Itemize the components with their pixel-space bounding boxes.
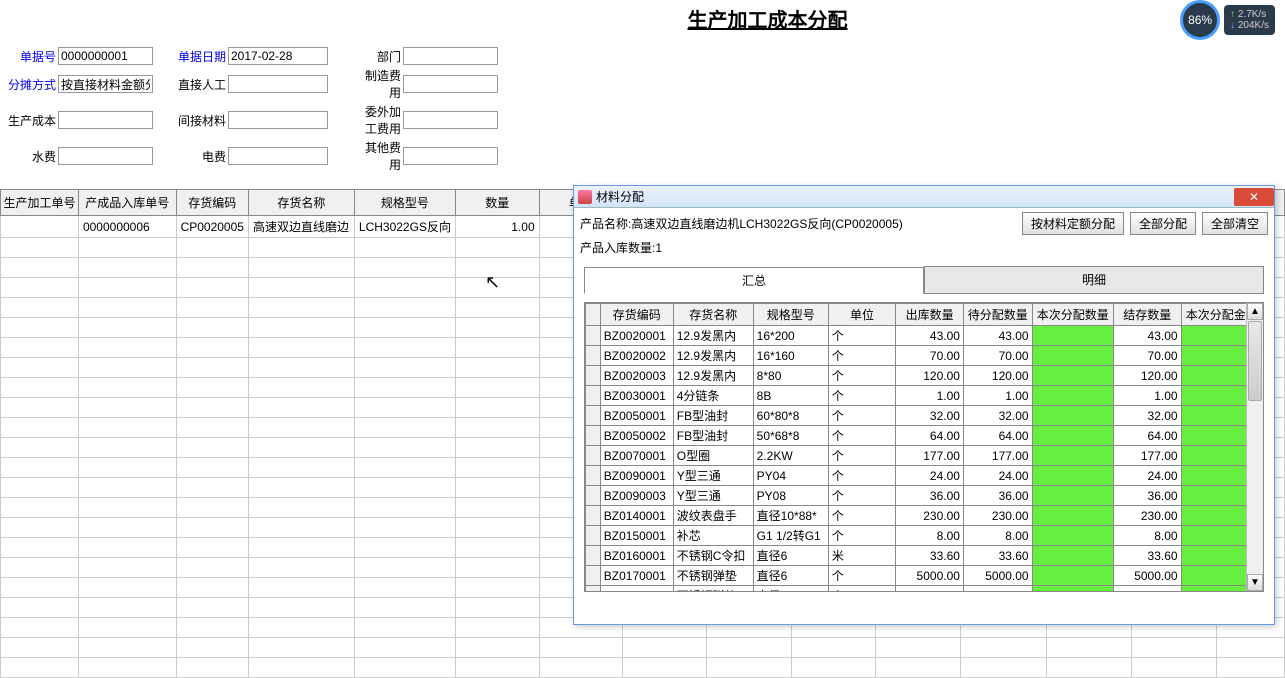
column-header[interactable]: 存货名称 [248,190,354,216]
outsrc-cost-input[interactable] [403,111,498,129]
water-input[interactable] [58,147,153,165]
table-row[interactable]: BZ0170003不锈钢弹垫直径10个1500.001500.001500.00 [586,586,1263,593]
product-qty-label: 产品入库数量:1 [580,239,1268,256]
direct-labor-input[interactable] [228,75,328,93]
label-outsrc-cost: 委外加工费用 [358,103,403,137]
scroll-thumb[interactable] [1248,321,1262,401]
dialog-icon [578,190,592,204]
speed-up: 2.7K/s [1230,9,1269,20]
scroll-up-icon[interactable]: ▲ [1247,303,1263,320]
table-row[interactable] [1,658,1285,678]
column-header[interactable]: 存货编码 [600,304,673,326]
column-header[interactable]: 本次分配数量 [1032,304,1113,326]
column-header[interactable]: 规格型号 [753,304,828,326]
table-row[interactable]: BZ002000212.9发黑内16*160个70.0070.0070.00 [586,346,1263,366]
column-header[interactable]: 结存数量 [1113,304,1181,326]
speed-down: 204K/s [1230,20,1269,31]
table-row[interactable]: BZ002000112.9发黑内16*200个43.0043.0043.00 [586,326,1263,346]
dialog-titlebar[interactable]: 材料分配 ✕ [574,186,1274,208]
doc-no-input[interactable] [58,47,153,65]
column-header[interactable]: 存货编码 [176,190,248,216]
table-row[interactable]: BZ0090003Y型三通PY08个36.0036.0036.00 [586,486,1263,506]
product-name-label: 产品名称:高速双边直线磨边机LCH3022GS反向(CP0020005) [580,215,903,232]
column-header[interactable]: 规格型号 [354,190,455,216]
label-alloc-method: 分摊方式 [8,76,58,93]
tab-detail[interactable]: 明细 [924,266,1264,293]
clear-all-button[interactable]: 全部清空 [1202,212,1268,235]
dept-input[interactable] [403,47,498,65]
label-direct-labor: 直接人工 [178,76,228,93]
dialog-title: 材料分配 [596,188,644,205]
close-button[interactable]: ✕ [1234,188,1274,206]
table-row[interactable]: BZ0050001FB型油封60*80*8个32.0032.0032.00 [586,406,1263,426]
table-row[interactable]: BZ0170001不锈钢弹垫直径6个5000.005000.005000.00 [586,566,1263,586]
table-row[interactable]: BZ0050002FB型油封50*68*8个64.0064.0064.00 [586,426,1263,446]
speed-percent: 86% [1180,0,1220,40]
header-form: 单据号 单据日期 部门 分摊方式 直接人工 制造费用 生产成本 [0,41,1285,181]
column-header[interactable]: 数量 [455,190,539,216]
tab-summary[interactable]: 汇总 [584,267,924,294]
column-header[interactable]: 生产加工单号 [1,190,79,216]
alloc-all-button[interactable]: 全部分配 [1130,212,1196,235]
scroll-down-icon[interactable]: ▼ [1247,574,1263,591]
label-mfg-cost: 制造费用 [358,67,403,101]
material-alloc-dialog: 材料分配 ✕ 产品名称:高速双边直线磨边机LCH3022GS反向(CP00200… [573,185,1275,625]
mfg-cost-input[interactable] [403,75,498,93]
column-header[interactable]: 单位 [828,304,896,326]
other-input[interactable] [403,147,498,165]
table-row[interactable]: BZ00300014分链条8B个1.001.001.00 [586,386,1263,406]
label-other: 其他费用 [358,139,403,173]
column-header[interactable]: 待分配数量 [963,304,1032,326]
label-indirect-mat: 间接材料 [178,112,228,129]
table-row[interactable]: BZ0160001不锈钢C令扣直径6米33.6033.6033.60 [586,546,1263,566]
page-title: 生产加工成本分配 [250,0,1285,41]
label-water: 水费 [8,148,58,165]
prod-cost-input[interactable] [58,111,153,129]
tabs: 汇总 明细 [584,266,1264,294]
elec-input[interactable] [228,147,328,165]
label-prod-cost: 生产成本 [8,112,58,129]
table-row[interactable]: BZ0150001补芯G1 1/2转G1个8.008.008.00 [586,526,1263,546]
label-elec: 电费 [178,148,228,165]
table-row[interactable]: BZ0070001O型圈2.2KW个177.00177.00177.00 [586,446,1263,466]
table-row[interactable]: BZ002000312.9发黑内8*80个120.00120.00120.00 [586,366,1263,386]
alloc-by-quota-button[interactable]: 按材料定额分配 [1022,212,1124,235]
label-doc-date: 单据日期 [178,48,228,65]
column-header[interactable]: 产成品入库单号 [78,190,176,216]
label-doc-no: 单据号 [8,48,58,65]
table-row[interactable]: BZ0140001波纹表盘手直径10*88*个230.00230.00230.0… [586,506,1263,526]
speed-widget: 86% 2.7K/s 204K/s [1180,0,1275,40]
label-dept: 部门 [358,48,403,65]
table-row[interactable] [1,638,1285,658]
indirect-mat-input[interactable] [228,111,328,129]
doc-date-input[interactable] [228,47,328,65]
scrollbar[interactable]: ▲ ▼ [1246,303,1263,591]
allocation-table: 存货编码存货名称规格型号单位出库数量待分配数量本次分配数量结存数量本次分配金额 … [585,303,1263,592]
column-header[interactable]: 存货名称 [673,304,753,326]
alloc-method-input[interactable] [58,75,153,93]
column-header[interactable]: 出库数量 [896,304,964,326]
table-row[interactable]: BZ0090001Y型三通PY04个24.0024.0024.00 [586,466,1263,486]
